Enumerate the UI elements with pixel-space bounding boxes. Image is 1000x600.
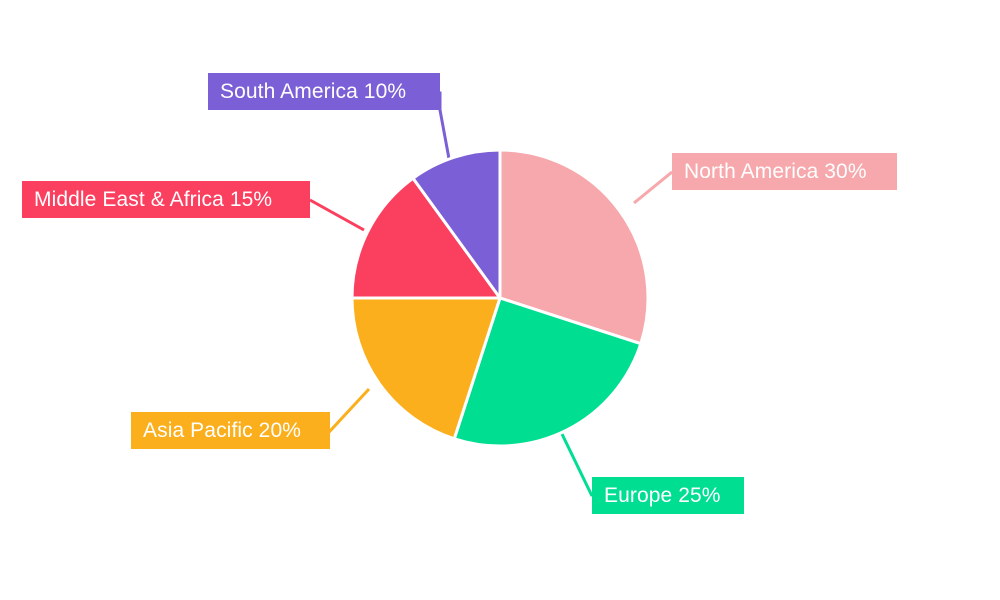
pie-slice[interactable]	[350, 296, 502, 441]
slice-label-text: Europe 25%	[604, 484, 721, 507]
slice-label-text: South America 10%	[220, 80, 407, 103]
slice-label[interactable]: Middle East & Africa 15%	[22, 181, 310, 218]
leader-line	[633, 170, 674, 205]
slice-label-text: Asia Pacific 20%	[143, 419, 302, 442]
slice-label[interactable]: South America 10%	[208, 73, 440, 110]
leader-line	[328, 387, 371, 435]
leader-line	[560, 433, 594, 497]
leader-line	[308, 198, 365, 232]
pie-slice[interactable]	[498, 148, 650, 346]
pie-slices-group	[350, 148, 650, 448]
pie-slice[interactable]	[452, 296, 643, 448]
pie-slice[interactable]	[350, 176, 502, 300]
pie-slice[interactable]	[411, 148, 502, 300]
leader-line	[438, 91, 454, 176]
slice-label[interactable]: Asia Pacific 20%	[131, 412, 330, 449]
slice-label[interactable]: North America 30%	[672, 153, 897, 190]
slice-label[interactable]: Europe 25%	[592, 477, 744, 514]
slice-label-text: North America 30%	[684, 160, 867, 183]
slice-label-text: Middle East & Africa 15%	[34, 188, 273, 211]
